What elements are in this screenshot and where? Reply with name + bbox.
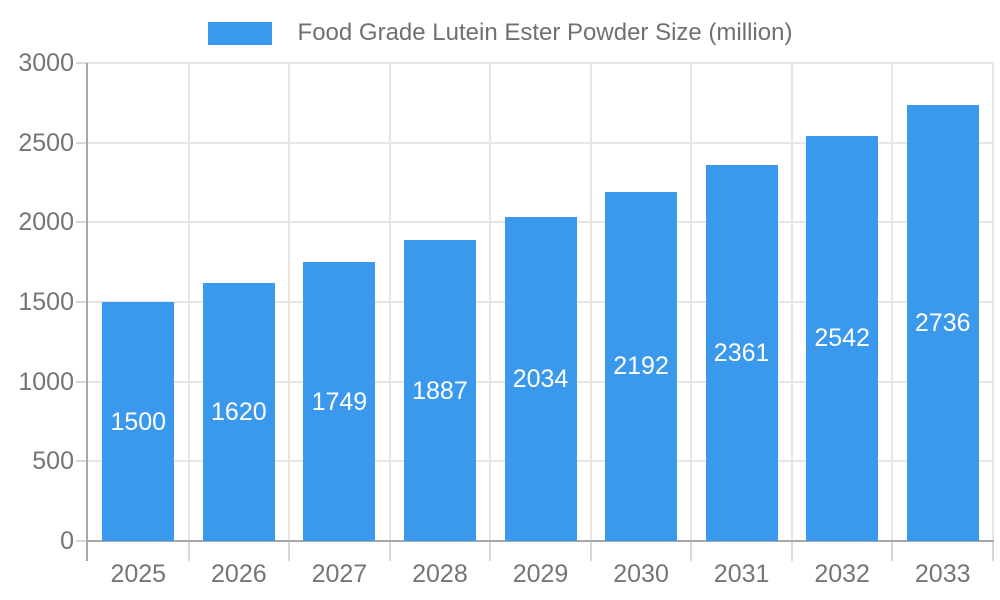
bar-value-label: 2034 [512,364,569,393]
gridline-vertical [690,63,693,541]
gridline-vertical [992,63,994,541]
bar-value-label: 1887 [412,376,468,405]
bar-2033[interactable] [906,105,979,541]
y-axis-tick [76,460,88,463]
x-axis-label: 2026 [211,560,267,588]
bar-value-label: 1620 [211,397,267,426]
x-axis-tick [790,541,793,561]
y-axis-tick [76,221,88,224]
bar-value-label: 1749 [311,387,368,416]
gridline-vertical [388,63,391,541]
bar-2030[interactable] [605,191,678,541]
legend-swatch [207,21,272,45]
gridline-vertical [489,63,492,541]
x-axis-label: 2025 [110,560,167,588]
gridline-horizontal [88,141,993,144]
x-axis-label: 2027 [311,560,368,588]
legend-item[interactable]: Food Grade Lutein Ester Powder Size (mil… [0,19,1000,47]
x-axis-label: 2032 [814,560,870,588]
bar-2025[interactable] [102,302,175,541]
x-axis-tick [891,541,894,561]
bar-value-label: 2736 [914,309,971,338]
x-axis-tick [992,541,994,561]
x-axis-tick [589,541,592,561]
bar-value-label: 2361 [713,338,770,367]
x-axis-tick [288,541,291,561]
bar-2032[interactable] [806,135,879,541]
y-axis-tick [76,62,88,64]
bar-2029[interactable] [504,216,577,541]
bar-2028[interactable] [403,240,476,541]
bar-2031[interactable] [705,164,778,541]
y-axis-tick [76,301,88,303]
gridline-vertical [790,63,793,541]
bar-2027[interactable] [303,262,376,541]
x-axis-tick [489,541,492,561]
y-axis-label: 3000 [18,49,74,77]
gridline-vertical [891,63,894,541]
y-axis-label: 500 [32,447,74,476]
y-axis-tick [76,540,88,542]
x-axis-label: 2030 [613,560,669,588]
y-axis-line [86,63,88,561]
y-axis-tick [76,141,88,144]
x-axis-label: 2031 [713,560,770,588]
gridline-vertical [589,63,592,541]
bar-value-label: 2542 [814,324,870,353]
y-axis-label: 0 [60,527,74,555]
x-axis-line [86,540,994,542]
y-axis-label: 2000 [18,208,74,237]
x-axis-tick [388,541,391,561]
bar-value-label: 2192 [613,352,669,381]
x-axis-label: 2028 [412,560,468,588]
legend-label: Food Grade Lutein Ester Powder Size (mil… [297,19,793,46]
x-axis-tick [690,541,693,561]
bar-2026[interactable] [202,282,275,541]
gridline-vertical [288,63,291,541]
x-axis-label: 2033 [914,560,971,588]
y-axis-label: 2500 [18,128,74,157]
gridline-horizontal [88,62,993,64]
y-axis-tick [76,380,88,383]
bar-value-label: 1500 [110,407,167,436]
gridline-vertical [187,63,190,541]
y-axis-label: 1000 [18,367,74,396]
x-axis-tick [187,541,190,561]
x-axis-label: 2029 [512,560,569,588]
y-axis-label: 1500 [18,288,74,316]
